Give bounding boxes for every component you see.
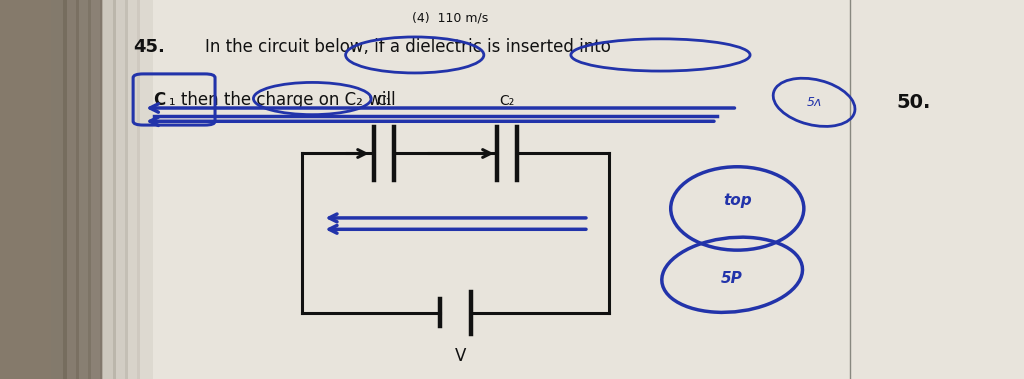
Text: top: top [723, 193, 752, 208]
Text: 5ʌ: 5ʌ [806, 96, 822, 109]
FancyBboxPatch shape [850, 0, 1024, 379]
Text: C₁: C₁ [376, 94, 392, 108]
Text: In the circuit below, if a dielectric is inserted into: In the circuit below, if a dielectric is… [205, 38, 610, 56]
Text: ₁ then the charge on C₂ will: ₁ then the charge on C₂ will [169, 91, 395, 109]
Text: C₂: C₂ [500, 94, 514, 108]
Text: V: V [455, 347, 467, 365]
FancyBboxPatch shape [0, 0, 102, 379]
FancyBboxPatch shape [51, 0, 850, 379]
FancyBboxPatch shape [63, 0, 79, 379]
FancyBboxPatch shape [88, 0, 103, 379]
FancyBboxPatch shape [125, 0, 140, 379]
Text: (4)  110 m/s: (4) 110 m/s [413, 11, 488, 24]
Text: C: C [154, 91, 166, 109]
FancyBboxPatch shape [76, 0, 91, 379]
FancyBboxPatch shape [137, 0, 153, 379]
Text: 45.: 45. [133, 38, 165, 56]
FancyBboxPatch shape [113, 0, 128, 379]
FancyBboxPatch shape [51, 0, 67, 379]
FancyBboxPatch shape [100, 0, 116, 379]
Text: 50.: 50. [896, 93, 931, 112]
Text: 5P: 5P [721, 271, 743, 286]
